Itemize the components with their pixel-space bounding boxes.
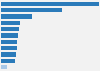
Bar xyxy=(0,59,15,63)
Bar xyxy=(0,65,7,69)
Bar xyxy=(0,8,62,12)
Bar xyxy=(0,27,19,31)
Bar xyxy=(0,52,16,57)
Bar xyxy=(0,46,17,50)
Bar xyxy=(0,2,98,6)
Bar xyxy=(0,40,17,44)
Bar xyxy=(0,14,32,19)
Bar xyxy=(0,33,18,38)
Bar xyxy=(0,21,20,25)
